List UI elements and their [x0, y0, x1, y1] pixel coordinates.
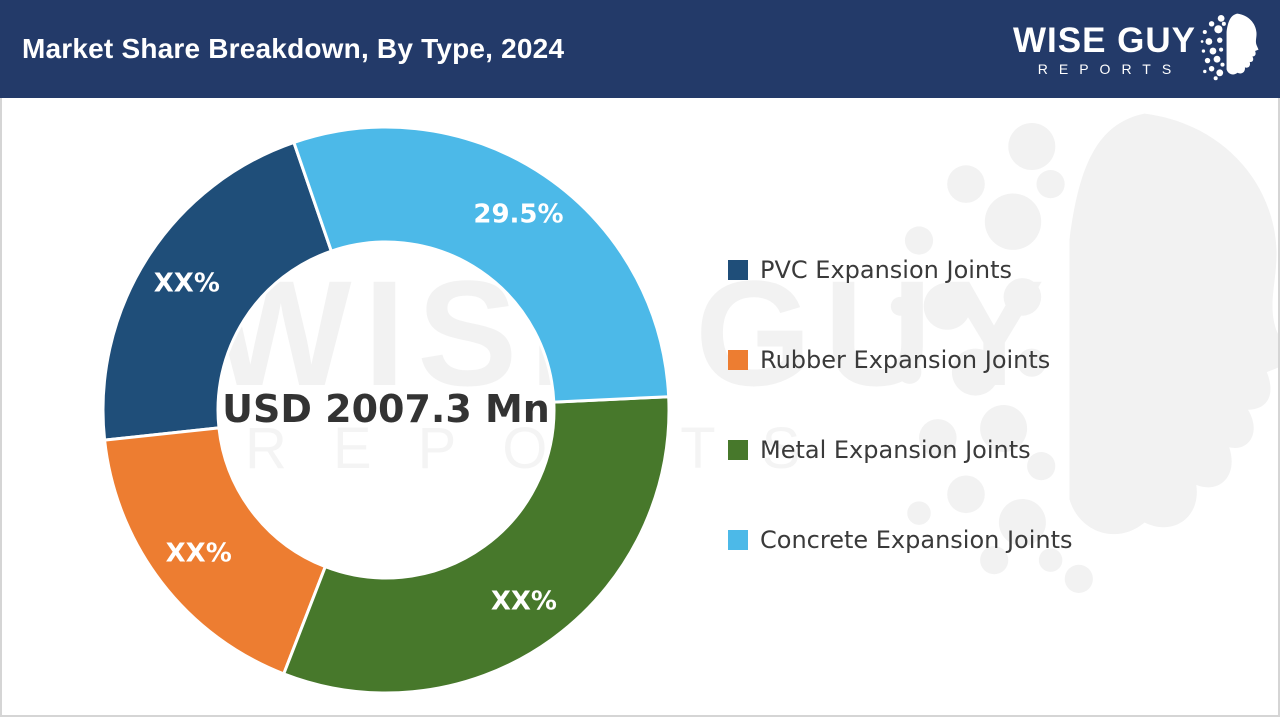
chart-center-value: USD 2007.3 Mn: [222, 387, 550, 431]
slice-label-3: 29.5%: [473, 200, 563, 230]
brand-subname: REPORTS: [1037, 60, 1183, 77]
brand-logo: WISE GUY REPORTS: [1013, 11, 1266, 87]
slice-label-2: XX%: [491, 587, 557, 617]
watermark-face-logo: [890, 113, 1280, 593]
brand-logo-text: WISE GUY REPORTS: [1013, 23, 1196, 76]
slice-label-0: XX%: [154, 268, 220, 298]
frame-border-left: [0, 98, 2, 717]
header-bar: Market Share Breakdown, By Type, 2024 WI…: [0, 0, 1280, 98]
legend-swatch-icon: [728, 440, 748, 460]
legend-item-1[interactable]: Rubber Expansion Joints: [728, 346, 1073, 374]
chart-legend: PVC Expansion Joints Rubber Expansion Joi…: [728, 256, 1073, 616]
legend-item-3[interactable]: Concrete Expansion Joints: [728, 526, 1073, 554]
donut-slice-0[interactable]: [101, 140, 333, 442]
donut-slice-2[interactable]: [282, 395, 671, 695]
slice-label-1: XX%: [166, 539, 232, 569]
brand-name: WISE GUY: [1012, 20, 1196, 60]
legend-label: Concrete Expansion Joints: [760, 526, 1073, 554]
legend-label: PVC Expansion Joints: [760, 256, 1013, 284]
legend-label: Metal Expansion Joints: [760, 436, 1031, 464]
legend-label: Rubber Expansion Joints: [760, 346, 1051, 374]
legend-swatch-icon: [728, 350, 748, 370]
legend-item-2[interactable]: Metal Expansion Joints: [728, 436, 1073, 464]
page-title: Market Share Breakdown, By Type, 2024: [22, 33, 565, 64]
brand-face-icon: [1200, 13, 1259, 81]
donut-slice-1[interactable]: [103, 426, 327, 676]
donut-slice-3[interactable]: [292, 125, 671, 404]
legend-swatch-icon: [728, 260, 748, 280]
frame-border-right: [1278, 98, 1280, 717]
legend-swatch-icon: [728, 530, 748, 550]
watermark-text-reports: REPORTS: [245, 420, 846, 478]
frame-border-bottom: [0, 715, 1280, 717]
legend-item-0[interactable]: PVC Expansion Joints: [728, 256, 1073, 284]
